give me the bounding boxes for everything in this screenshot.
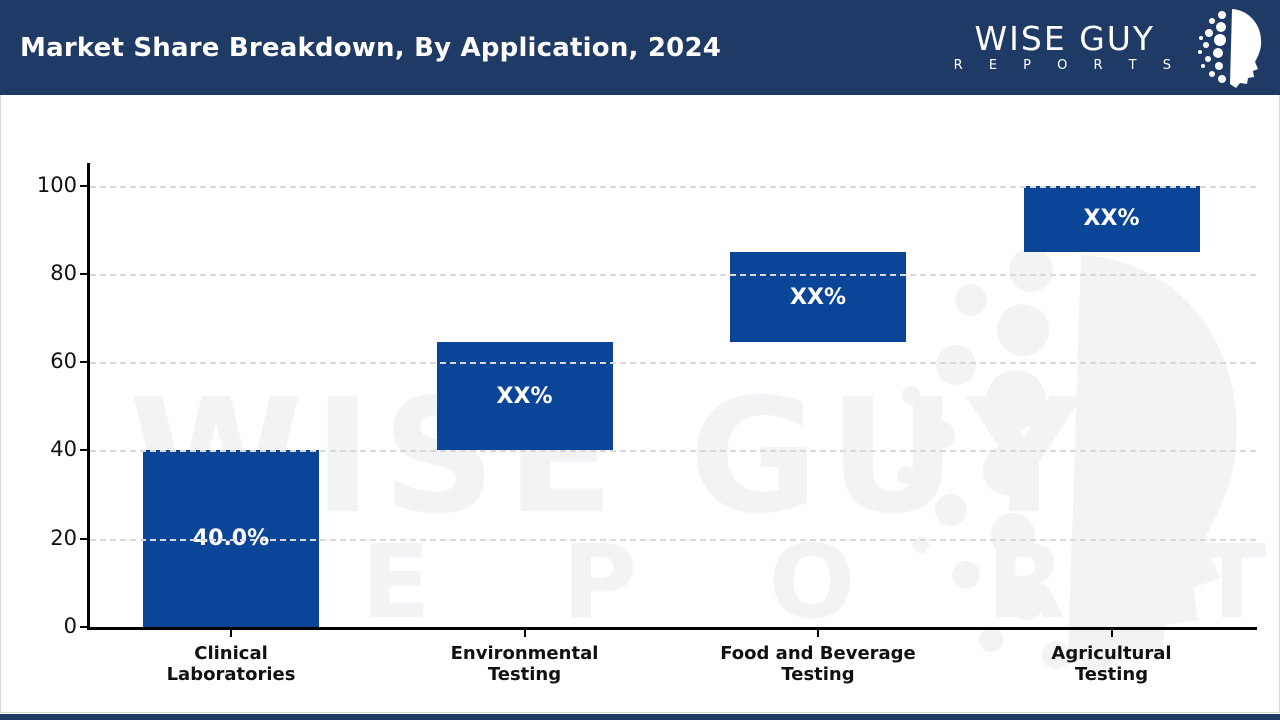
bar-segment-2: XX% [730,251,906,343]
bar-value-label-1: XX% [496,383,553,409]
y-tick-label-80: 80 [50,260,77,285]
plot-area: WISE GUY R E P O R T S 02040608010040.0%… [0,95,1280,713]
logo-wordmark: WISE GUY R E P O R T S [948,19,1182,74]
bar-value-label-0: 40.0% [192,526,270,552]
y-tick-label-100: 100 [36,172,77,197]
y-tick-label-40: 40 [50,437,77,462]
x-category-label-line: Testing [781,664,855,685]
logo-wordmark-line1: WISE GUY [974,19,1156,58]
footer-band [0,714,1280,720]
y-tick-mark-20 [80,537,88,540]
bar-value-label-2: XX% [790,284,846,310]
x-category-label-line: Testing [1074,664,1149,685]
y-tick-mark-80 [80,272,88,275]
gridline-y-60 [90,362,1256,365]
bar-segment-3: XX% [1023,185,1200,252]
bar-value-label-3: XX% [1083,206,1140,232]
bar-segment-1: XX% [436,342,613,451]
y-tick-label-0: 0 [63,614,77,638]
gridline-y-40 [90,450,1256,453]
x-category-label-0: Clinical Laboratories [111,643,351,685]
gridline-y-100 [90,185,1256,188]
y-tick-mark-40 [80,449,88,452]
y-tick-mark-0 [80,626,88,628]
gridline-y-20 [90,538,1256,541]
watermark-face-icon [897,248,1237,678]
bar-segment-0: 40.0% [143,450,319,627]
y-tick-mark-60 [80,361,88,364]
gridline-y-80 [90,273,1256,276]
y-axis-spine [87,163,90,629]
logo-wordmark-line2: R E P O R T S [953,58,1182,73]
x-category-label-line: Testing [487,664,562,685]
x-category-label-3: Agricultural Testing [992,643,1232,685]
x-category-label-line: Agricultural [1051,643,1172,664]
x-category-label-line: Clinical [194,643,268,664]
y-tick-label-20: 20 [50,525,77,550]
y-tick-mark-100 [80,184,88,187]
x-category-label-line: Food and Beverage [720,643,916,664]
header-band: Market Share Breakdown, By Application, … [0,0,1280,95]
x-tick-mark-3 [1110,629,1113,637]
x-tick-mark-0 [230,629,232,637]
x-tick-mark-1 [523,629,526,637]
x-category-label-2: Food and Beverage Testing [698,643,938,685]
x-category-label-line: Environmental [450,643,599,664]
x-category-label-line: Laboratories [166,664,296,685]
dotted-face-icon [1198,8,1262,88]
x-axis-spine [87,627,1257,630]
x-category-label-1: Environmental Testing [405,643,645,685]
chart-title: Market Share Breakdown, By Application, … [20,32,722,63]
x-tick-mark-2 [817,629,819,637]
wise-guy-reports-logo: WISE GUY R E P O R T S [948,7,1280,89]
y-tick-label-60: 60 [50,349,77,374]
